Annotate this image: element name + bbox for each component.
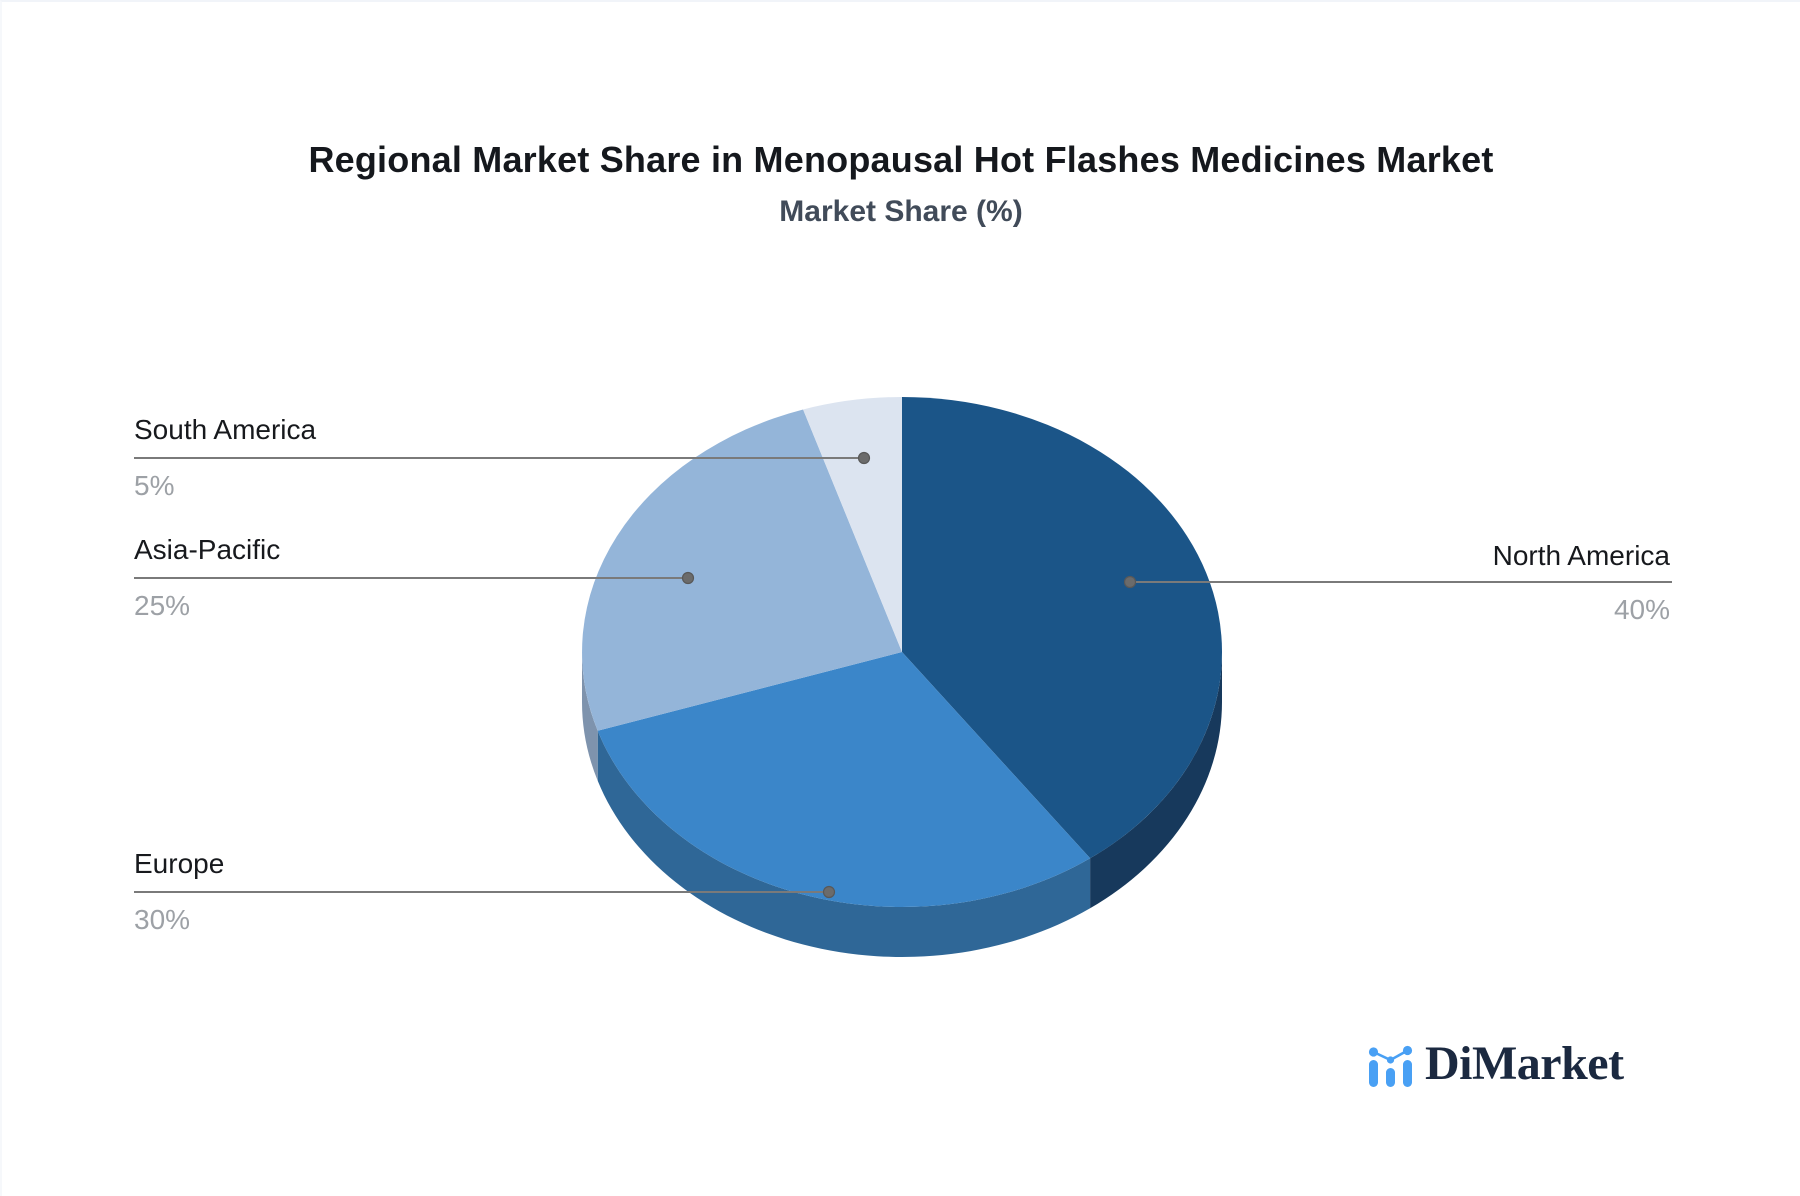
callout-label-south-america: South America <box>134 414 317 445</box>
leader-dot <box>1123 575 1137 589</box>
leader-dot <box>857 451 871 465</box>
leader-dot <box>822 885 836 899</box>
callout-value-asia-pacific: 25% <box>134 590 191 621</box>
callout-value-south-america: 5% <box>134 470 175 501</box>
callout-value-north-america: 40% <box>1613 594 1670 625</box>
pie-slice-top <box>803 397 902 652</box>
pie-slice-top <box>597 652 1091 907</box>
bar-chart-trend-icon <box>1368 1045 1413 1087</box>
pie-slice-top <box>582 409 902 731</box>
dimarket-logo: DiMarket <box>1368 1040 1624 1088</box>
leader-dot <box>681 571 695 585</box>
callout-label-north-america: North America <box>1492 540 1670 571</box>
logo-text: DiMarket <box>1425 1037 1624 1090</box>
pie-slice-top <box>902 397 1223 859</box>
pie-slice-side <box>582 652 598 781</box>
pie-slice-side <box>1090 652 1222 909</box>
callout-label-europe: Europe <box>134 848 225 879</box>
callout-value-europe: 30% <box>134 904 191 935</box>
callout-label-asia-pacific: Asia-Pacific <box>134 534 281 565</box>
chart-subtitle: Market Share (%) <box>779 195 1023 228</box>
pie-slice-side <box>597 730 1091 957</box>
chart-title: Regional Market Share in Menopausal Hot … <box>308 139 1494 180</box>
